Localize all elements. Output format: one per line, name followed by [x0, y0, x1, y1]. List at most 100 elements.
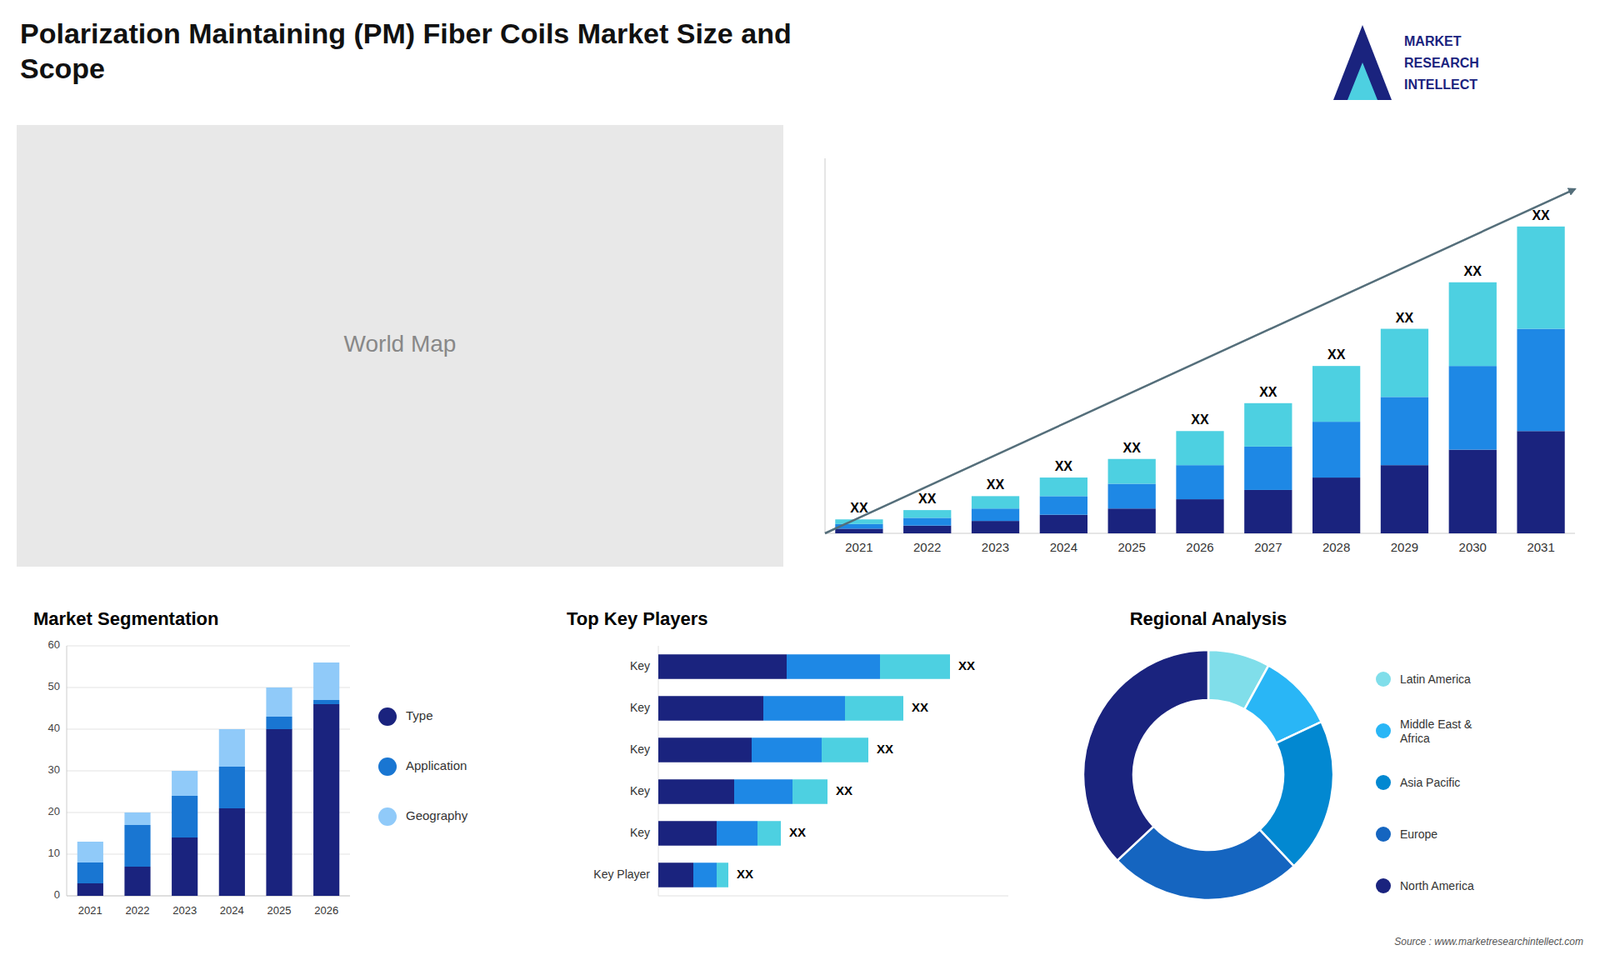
bar — [1244, 446, 1292, 490]
bar — [1108, 508, 1156, 534]
legend-swatch — [1375, 878, 1391, 894]
map-area — [16, 125, 784, 567]
chart-title: Top Key Players — [566, 608, 709, 630]
y-axis-line — [658, 645, 660, 896]
bar-annotation: XX — [986, 477, 1005, 492]
title: Polarization Maintaining (PM) Fiber Coil… — [20, 17, 792, 85]
bar — [786, 654, 880, 680]
donut-chart: Regional Analysis — [1083, 608, 1334, 900]
bar — [1312, 365, 1360, 422]
bar — [658, 862, 694, 888]
bar — [1516, 226, 1565, 330]
y-tick-label: 30 — [48, 763, 60, 776]
bar — [971, 495, 1020, 509]
x-tick-label: 2022 — [125, 904, 150, 917]
chart-title: Regional Analysis — [1130, 608, 1288, 630]
background — [0, 0, 1600, 955]
x-axis-line — [658, 895, 1009, 897]
grid-line — [66, 687, 350, 689]
bar — [1175, 499, 1224, 534]
bar — [171, 795, 198, 838]
logo-text: MARKET — [1404, 34, 1462, 49]
y-tick-label: Key Player — [593, 867, 650, 881]
x-tick-label: 2026 — [314, 904, 339, 917]
x-tick-label: 2031 — [1526, 540, 1555, 555]
y-tick-label: 50 — [48, 680, 60, 693]
bars — [77, 662, 340, 896]
bar-annotation: XX — [918, 491, 937, 506]
bar-annotation: XX — [1123, 440, 1142, 455]
grid-line — [66, 895, 350, 897]
bar-annotation: XX — [1259, 385, 1278, 400]
bars — [835, 226, 1565, 534]
bar — [757, 820, 781, 846]
bar — [171, 837, 198, 896]
bar — [1449, 450, 1497, 534]
bar — [1108, 459, 1156, 485]
donut-slice — [1117, 826, 1295, 900]
x-tick-label: 2025 — [1117, 540, 1145, 555]
bar — [658, 779, 735, 805]
bar-annotation: XX — [1395, 310, 1415, 325]
x-tick-label: 2021 — [78, 904, 103, 917]
bar-annotation: XX — [911, 700, 929, 715]
y-axis-line — [825, 158, 826, 534]
bar — [77, 862, 104, 884]
bar — [658, 695, 764, 721]
bar — [265, 729, 292, 896]
y-tick-label: 10 — [48, 846, 60, 860]
bar — [124, 866, 150, 896]
bar — [124, 812, 150, 825]
bar-annotation: XX — [958, 658, 975, 673]
y-tick-label: Key — [630, 659, 650, 673]
bar — [77, 841, 104, 863]
legend-label: Asia Pacific — [1400, 775, 1460, 790]
bar — [751, 737, 822, 763]
logo: MARKETRESEARCHINTELLECT — [1333, 25, 1480, 100]
legend-swatch — [1375, 775, 1391, 790]
bar — [1040, 477, 1088, 496]
bar — [792, 779, 828, 805]
bar — [219, 766, 245, 809]
x-tick-label: 2024 — [220, 904, 245, 917]
legend-swatch — [1375, 723, 1391, 739]
bar-annotation: XX — [876, 741, 894, 756]
legend-label: Europe — [1400, 827, 1438, 841]
y-tick-label: Key — [630, 825, 650, 840]
x-tick-label: 2022 — [913, 540, 941, 555]
legend-label: Application — [405, 758, 467, 773]
bar — [1516, 329, 1565, 432]
bar — [903, 510, 951, 518]
bar-annotation: XX — [789, 825, 806, 840]
logo-shape — [1333, 25, 1392, 100]
chart-title: Market Segmentation — [33, 608, 220, 630]
bar — [835, 528, 883, 534]
bar — [1449, 365, 1497, 450]
bar — [835, 519, 883, 525]
bar — [1175, 430, 1224, 465]
y-tick-label: 40 — [48, 721, 60, 735]
x-tick-label: 2027 — [1254, 540, 1282, 555]
bar-annotation: XX — [736, 866, 754, 881]
growth-arrow — [825, 189, 1575, 534]
map-label: World Map — [344, 330, 457, 357]
bar — [124, 825, 150, 867]
bar — [658, 654, 787, 680]
bar — [716, 820, 758, 846]
logo-text: INTELLECT — [1404, 77, 1478, 92]
bar — [1380, 465, 1429, 534]
source: Source : www.marketresearchintellect.com — [1394, 935, 1584, 948]
bar — [1516, 430, 1565, 534]
bar-annotation: XX — [1464, 264, 1483, 279]
y-tick-label: 60 — [48, 638, 60, 651]
horizontal-bar-chart: Top Key PlayersKeyKeyKeyKeyKeyKey Player… — [566, 608, 1009, 896]
legend-swatch — [1375, 826, 1391, 842]
legend-label: Middle East &Africa — [1400, 717, 1473, 745]
bar-chart: Market Segmentation010203040506020212022… — [33, 608, 350, 917]
map-placeholder: World Map — [16, 125, 784, 567]
bar-annotation: XX — [1190, 412, 1210, 427]
logo-shape — [1347, 62, 1378, 100]
bar — [313, 704, 340, 896]
bar — [763, 695, 845, 721]
y-tick-label: Key — [630, 784, 650, 798]
